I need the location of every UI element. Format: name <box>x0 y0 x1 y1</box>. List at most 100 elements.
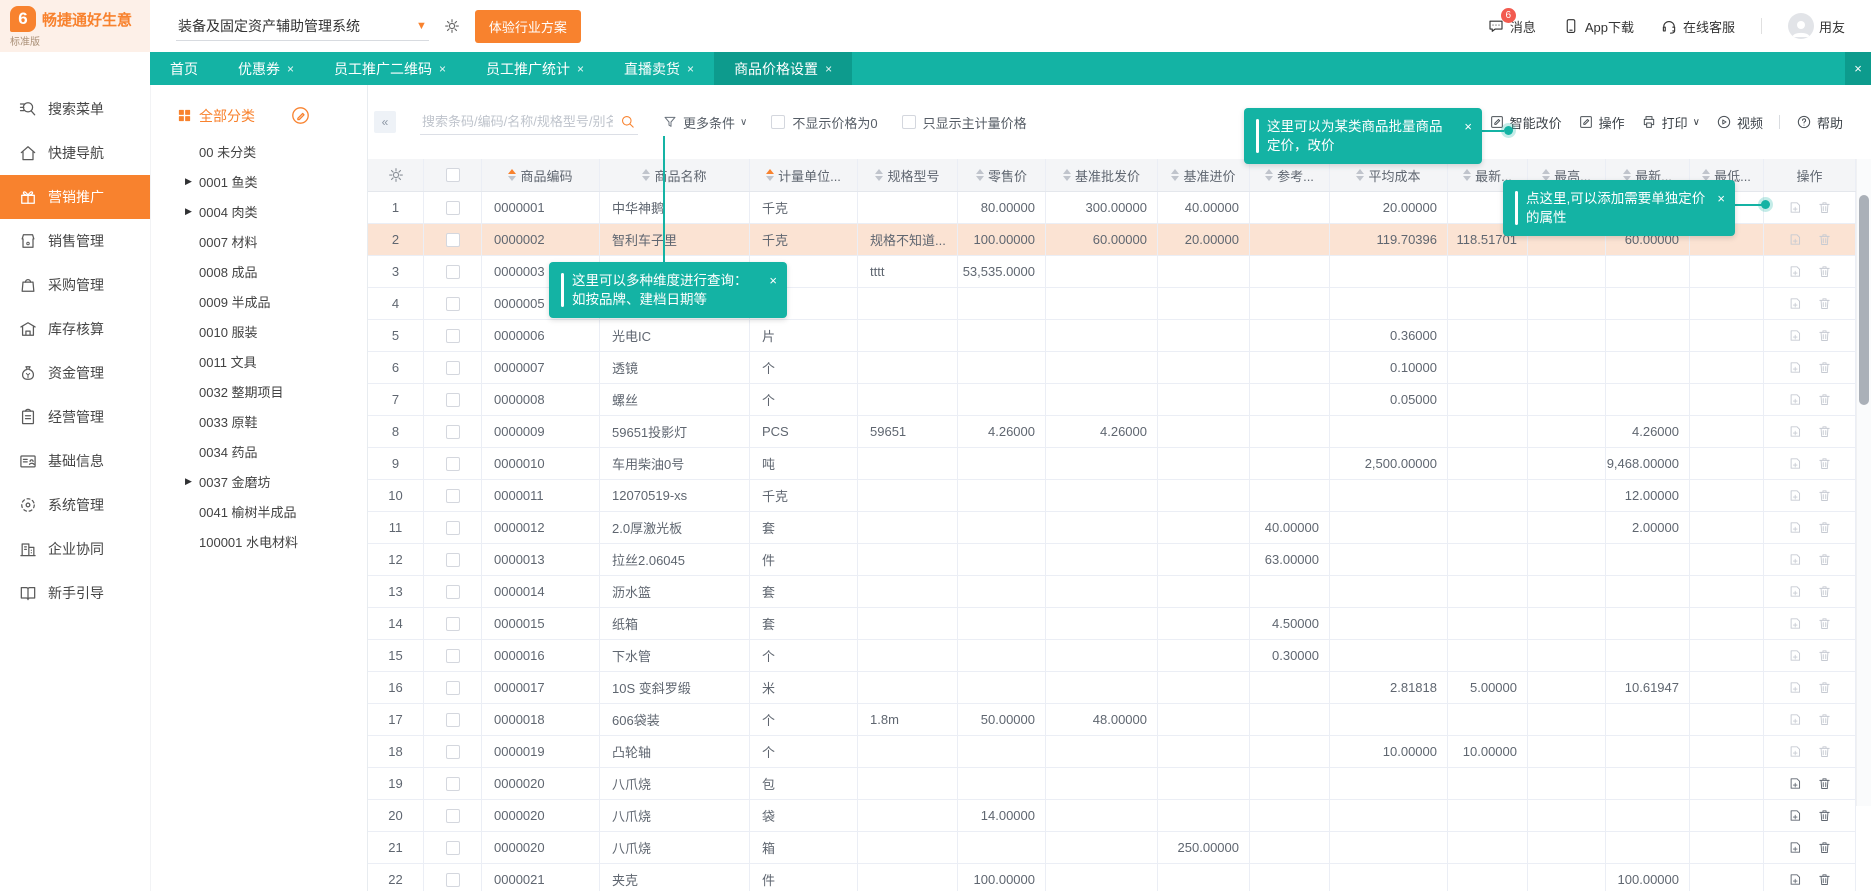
row-checkbox[interactable] <box>445 776 460 791</box>
delete-icon[interactable] <box>1817 872 1832 887</box>
delete-icon[interactable] <box>1817 232 1832 247</box>
column-header-14[interactable]: 最低... <box>1690 159 1764 191</box>
search-icon[interactable] <box>619 113 636 130</box>
delete-icon[interactable] <box>1817 744 1832 759</box>
delete-icon[interactable] <box>1817 360 1832 375</box>
row-checkbox[interactable] <box>445 296 460 311</box>
row-checkbox[interactable] <box>445 552 460 567</box>
column-header-9[interactable]: 参考... <box>1250 159 1330 191</box>
delete-icon[interactable] <box>1817 488 1832 503</box>
add-price-doc-icon[interactable] <box>1788 488 1803 503</box>
category-item-5[interactable]: 0008 成品 <box>151 256 367 286</box>
delete-icon[interactable] <box>1817 616 1832 631</box>
column-header-2[interactable]: 商品编码 <box>482 159 600 191</box>
sidebar-item-1[interactable]: 搜索菜单 <box>0 87 150 131</box>
trial-plan-button[interactable]: 体验行业方案 <box>474 9 581 43</box>
category-item-14[interactable]: 100001 水电材料 <box>151 526 367 556</box>
column-header-11[interactable]: 最新... <box>1448 159 1528 191</box>
tab-close-icon[interactable]: × <box>687 61 695 76</box>
category-item-8[interactable]: 0011 文具 <box>151 346 367 376</box>
column-header-15[interactable]: 操作 <box>1764 159 1856 191</box>
vertical-scrollbar[interactable] <box>1856 159 1871 806</box>
row-checkbox[interactable] <box>445 328 460 343</box>
row-checkbox[interactable] <box>445 584 460 599</box>
tab-close-icon[interactable]: × <box>439 61 447 76</box>
row-checkbox[interactable] <box>445 840 460 855</box>
tab-close-icon[interactable]: × <box>287 61 295 76</box>
sort-arrows-icon[interactable] <box>766 169 775 181</box>
category-item-1[interactable]: 00 未分类 <box>151 136 367 166</box>
row-checkbox[interactable] <box>445 424 460 439</box>
scrollbar-thumb[interactable] <box>1859 195 1869 405</box>
add-price-doc-icon[interactable] <box>1788 584 1803 599</box>
category-item-7[interactable]: 0010 服装 <box>151 316 367 346</box>
delete-icon[interactable] <box>1817 456 1832 471</box>
close-icon[interactable]: × <box>1464 119 1472 134</box>
delete-icon[interactable] <box>1817 648 1832 663</box>
delete-icon[interactable] <box>1817 808 1832 823</box>
sort-arrows-icon[interactable] <box>1171 169 1180 181</box>
add-price-doc-icon[interactable] <box>1788 264 1803 279</box>
close-icon[interactable]: × <box>1717 191 1725 206</box>
row-checkbox[interactable] <box>445 456 460 471</box>
row-checkbox[interactable] <box>445 200 460 215</box>
tab-close-icon[interactable]: × <box>577 61 585 76</box>
sidebar-item-11[interactable]: 企业协同 <box>0 527 150 571</box>
delete-icon[interactable] <box>1817 520 1832 535</box>
row-checkbox[interactable] <box>445 232 460 247</box>
delete-icon[interactable] <box>1817 264 1832 279</box>
add-price-doc-icon[interactable] <box>1788 424 1803 439</box>
settings-gear-icon[interactable] <box>443 17 461 35</box>
sidebar-item-9[interactable]: 基础信息 <box>0 439 150 483</box>
app-download-button[interactable]: App下载 <box>1562 17 1634 36</box>
row-checkbox[interactable] <box>445 872 460 887</box>
hide-zero-price-checkbox[interactable]: 不显示价格为0 <box>771 113 878 132</box>
category-item-12[interactable]: ▶ 0037 金磨坊 <box>151 466 367 496</box>
add-price-doc-icon[interactable] <box>1788 744 1803 759</box>
sidebar-item-6[interactable]: 库存核算 <box>0 307 150 351</box>
delete-icon[interactable] <box>1817 296 1832 311</box>
sort-arrows-icon[interactable] <box>1623 169 1632 181</box>
category-item-11[interactable]: 0034 药品 <box>151 436 367 466</box>
row-checkbox[interactable] <box>445 264 460 279</box>
tab-5[interactable]: 商品价格设置 × <box>714 52 853 85</box>
row-checkbox[interactable] <box>445 488 460 503</box>
tab-close-icon[interactable]: × <box>825 61 833 76</box>
add-price-doc-icon[interactable] <box>1788 392 1803 407</box>
column-header-1[interactable] <box>424 159 482 191</box>
delete-icon[interactable] <box>1817 392 1832 407</box>
add-price-doc-icon[interactable] <box>1788 232 1803 247</box>
sidebar-item-8[interactable]: 经营管理 <box>0 395 150 439</box>
toolbar-operate-button[interactable]: 操作 <box>1578 113 1625 132</box>
add-price-doc-icon[interactable] <box>1788 552 1803 567</box>
edit-category-icon[interactable] <box>290 105 311 126</box>
online-service-button[interactable]: 在线客服 <box>1660 17 1735 36</box>
main-unit-only-checkbox[interactable]: 只显示主计量价格 <box>901 113 1027 132</box>
row-checkbox[interactable] <box>445 808 460 823</box>
add-price-doc-icon[interactable] <box>1788 680 1803 695</box>
toolbar-smart-reprice-button[interactable]: 智能改价 <box>1489 113 1562 132</box>
sidebar-item-4[interactable]: 销售管理 <box>0 219 150 263</box>
add-price-doc-icon[interactable] <box>1788 872 1803 887</box>
delete-icon[interactable] <box>1817 424 1832 439</box>
category-item-6[interactable]: 0009 半成品 <box>151 286 367 316</box>
category-all-label[interactable]: 全部分类 <box>199 107 255 124</box>
row-checkbox[interactable] <box>445 360 460 375</box>
delete-icon[interactable] <box>1817 712 1832 727</box>
add-price-doc-icon[interactable] <box>1788 520 1803 535</box>
sidebar-item-3[interactable]: 营销推广 <box>0 175 150 219</box>
category-item-3[interactable]: ▶ 0004 肉类 <box>151 196 367 226</box>
sort-arrows-icon[interactable] <box>1463 169 1472 181</box>
category-item-9[interactable]: 0032 整期项目 <box>151 376 367 406</box>
add-price-doc-icon[interactable] <box>1788 616 1803 631</box>
sort-arrows-icon[interactable] <box>1356 169 1365 181</box>
category-item-4[interactable]: 0007 材料 <box>151 226 367 256</box>
add-price-doc-icon[interactable] <box>1788 840 1803 855</box>
toolbar-print-button[interactable]: 打印 ∨ <box>1641 113 1700 132</box>
delete-icon[interactable] <box>1817 680 1832 695</box>
more-filters-button[interactable]: 更多条件 ∨ <box>662 113 747 132</box>
tab-2[interactable]: 员工推广二维码 × <box>314 52 466 85</box>
sort-arrows-icon[interactable] <box>1702 169 1711 181</box>
row-checkbox[interactable] <box>445 616 460 631</box>
column-header-3[interactable]: 商品名称 <box>600 159 750 191</box>
